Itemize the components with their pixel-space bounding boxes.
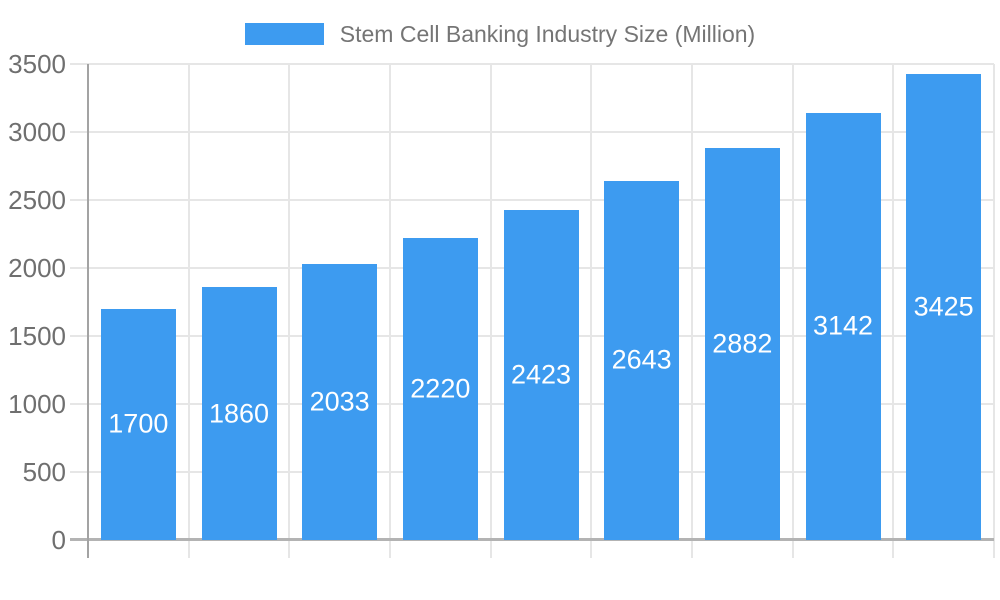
bar-2029[interactable] <box>503 210 579 540</box>
gridline-vertical <box>389 64 391 540</box>
gridline-vertical <box>187 64 190 540</box>
y-axis-tick <box>70 131 88 133</box>
y-axis-label: 500 <box>22 457 66 487</box>
y-axis-tick <box>70 471 88 473</box>
bar-2028[interactable] <box>402 238 478 540</box>
y-axis-label: 1500 <box>8 321 66 351</box>
y-axis-tick <box>70 267 88 269</box>
gridline-vertical <box>892 64 895 540</box>
bar-2031[interactable] <box>704 148 780 540</box>
gridline-vertical <box>590 64 593 540</box>
gridline-vertical <box>691 64 693 540</box>
x-axis-tick <box>791 540 794 558</box>
bar-2027[interactable] <box>302 263 378 540</box>
x-axis-tick <box>691 540 693 558</box>
legend-label: Stem Cell Banking Industry Size (Million… <box>339 20 756 47</box>
y-axis-label: 0 <box>51 525 66 555</box>
x-axis-tick <box>288 540 291 558</box>
bar-2026[interactable] <box>201 287 277 540</box>
gridline-horizontal <box>88 131 994 133</box>
y-axis-label: 3000 <box>8 117 66 147</box>
y-axis-tick <box>70 199 88 201</box>
gridline-vertical <box>489 64 492 540</box>
bar-2030[interactable] <box>604 180 680 540</box>
x-axis-tick <box>187 540 190 558</box>
gridline-vertical <box>993 64 995 540</box>
gridline-horizontal <box>88 63 994 65</box>
y-axis-label: 2000 <box>8 253 66 283</box>
x-axis-tick <box>993 540 995 558</box>
y-axis-label: 1000 <box>8 389 66 419</box>
x-axis-tick <box>590 540 593 558</box>
x-axis-tick <box>489 540 492 558</box>
legend-swatch <box>244 23 324 45</box>
y-axis-tick <box>70 403 88 405</box>
gridline-vertical <box>288 64 291 540</box>
legend[interactable]: Stem Cell Banking Industry Size (Million… <box>0 22 1000 46</box>
y-axis-label: 2500 <box>8 185 66 215</box>
gridline-horizontal <box>88 199 994 201</box>
bar-2033[interactable] <box>906 74 982 540</box>
x-axis-tick <box>389 540 391 558</box>
bar-2032[interactable] <box>805 112 881 540</box>
x-axis-tick <box>892 540 895 558</box>
y-axis-line <box>87 64 89 558</box>
y-axis-label: 3500 <box>8 49 66 79</box>
plot-area: 0500100015002000250030003500170020251860… <box>8 51 995 558</box>
bar-2025[interactable] <box>100 308 176 540</box>
y-axis-tick <box>70 335 88 337</box>
gridline-vertical <box>791 64 794 540</box>
y-axis-tick <box>70 63 88 65</box>
